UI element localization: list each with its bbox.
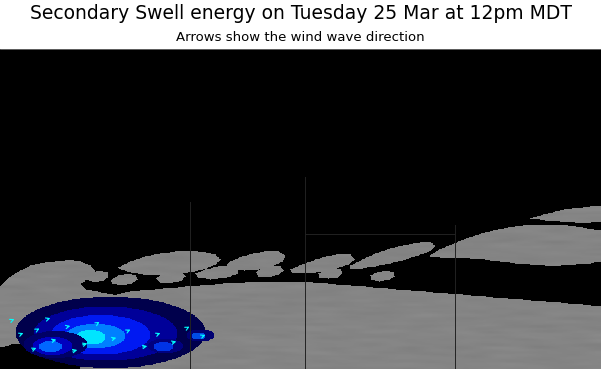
Text: Secondary Swell energy on Tuesday 25 Mar at 12pm MDT: Secondary Swell energy on Tuesday 25 Mar… (29, 4, 572, 23)
Text: Arrows show the wind wave direction: Arrows show the wind wave direction (176, 31, 425, 45)
